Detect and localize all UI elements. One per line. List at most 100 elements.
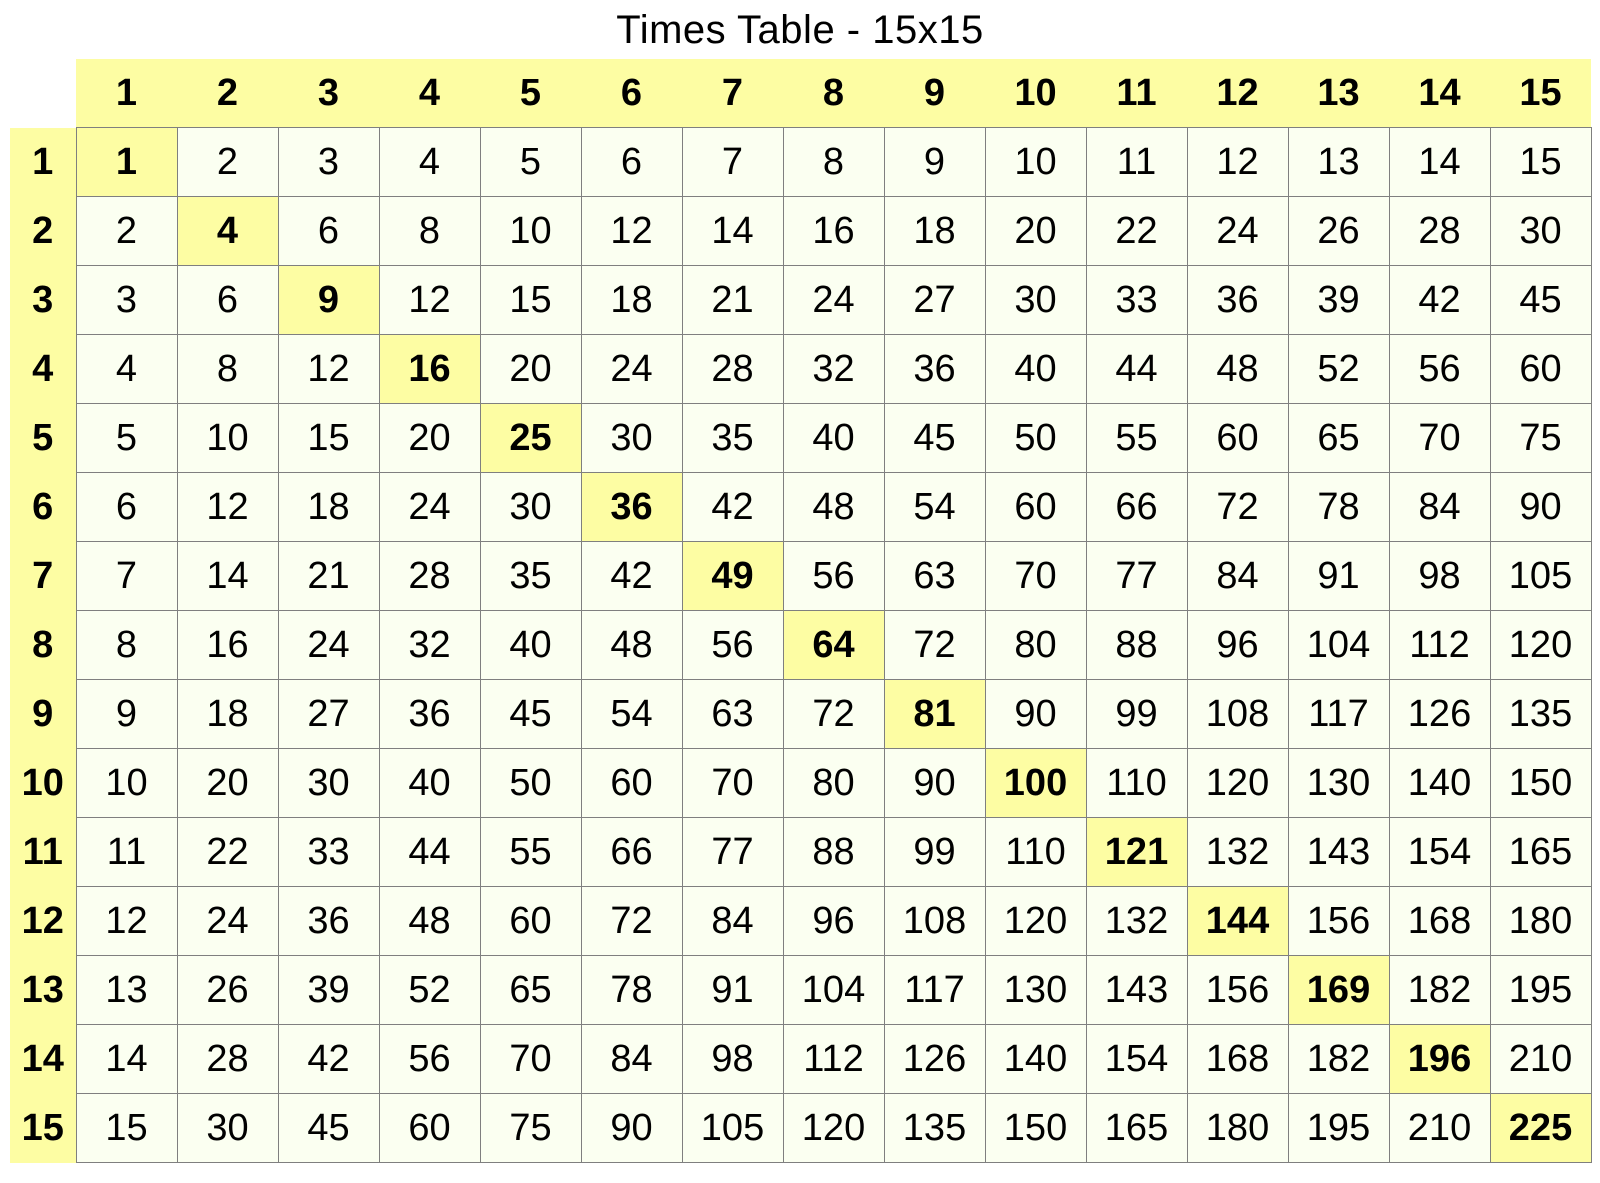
data-cell: 63	[682, 680, 783, 749]
data-cell: 16	[783, 197, 884, 266]
data-cell: 99	[1086, 680, 1187, 749]
data-cell: 24	[379, 473, 480, 542]
data-cell: 30	[581, 404, 682, 473]
table-row: 121224364860728496108120132144156168180	[10, 887, 1591, 956]
column-header: 9	[884, 59, 985, 128]
data-cell: 30	[1490, 197, 1591, 266]
data-cell: 26	[177, 956, 278, 1025]
diagonal-cell: 49	[682, 542, 783, 611]
column-header: 8	[783, 59, 884, 128]
data-cell: 50	[480, 749, 581, 818]
data-cell: 165	[1086, 1094, 1187, 1163]
data-cell: 60	[1490, 335, 1591, 404]
data-cell: 84	[682, 887, 783, 956]
data-cell: 96	[783, 887, 884, 956]
data-cell: 120	[783, 1094, 884, 1163]
table-row: 11112233445566778899110121132143154165	[10, 818, 1591, 887]
data-cell: 10	[985, 128, 1086, 197]
data-cell: 80	[783, 749, 884, 818]
data-cell: 91	[1288, 542, 1389, 611]
column-header: 14	[1389, 59, 1490, 128]
row-header: 14	[10, 1025, 76, 1094]
row-header: 10	[10, 749, 76, 818]
data-cell: 210	[1490, 1025, 1591, 1094]
data-cell: 90	[1490, 473, 1591, 542]
column-header: 11	[1086, 59, 1187, 128]
data-cell: 195	[1490, 956, 1591, 1025]
data-cell: 12	[278, 335, 379, 404]
data-cell: 66	[1086, 473, 1187, 542]
data-cell: 56	[1389, 335, 1490, 404]
page-title: Times Table - 15x15	[10, 8, 1590, 53]
data-cell: 42	[278, 1025, 379, 1094]
data-cell: 40	[379, 749, 480, 818]
data-cell: 3	[278, 128, 379, 197]
data-cell: 8	[783, 128, 884, 197]
data-cell: 3	[76, 266, 177, 335]
data-cell: 2	[76, 197, 177, 266]
data-cell: 33	[1086, 266, 1187, 335]
diagonal-cell: 36	[581, 473, 682, 542]
data-cell: 182	[1389, 956, 1490, 1025]
data-cell: 75	[480, 1094, 581, 1163]
diagonal-cell: 9	[278, 266, 379, 335]
times-table-container: Times Table - 15x15 12345678910111213141…	[0, 0, 1600, 1183]
data-cell: 6	[76, 473, 177, 542]
data-cell: 45	[278, 1094, 379, 1163]
data-cell: 6	[581, 128, 682, 197]
data-cell: 27	[278, 680, 379, 749]
column-header: 15	[1490, 59, 1591, 128]
data-cell: 28	[682, 335, 783, 404]
data-cell: 70	[682, 749, 783, 818]
data-cell: 168	[1187, 1025, 1288, 1094]
diagonal-cell: 1	[76, 128, 177, 197]
data-cell: 14	[1389, 128, 1490, 197]
data-cell: 24	[581, 335, 682, 404]
data-cell: 40	[480, 611, 581, 680]
table-row: 9918273645546372819099108117126135	[10, 680, 1591, 749]
data-cell: 10	[480, 197, 581, 266]
data-cell: 48	[1187, 335, 1288, 404]
column-header: 4	[379, 59, 480, 128]
data-cell: 12	[581, 197, 682, 266]
table-row: 881624324048566472808896104112120	[10, 611, 1591, 680]
data-cell: 54	[884, 473, 985, 542]
data-cell: 130	[985, 956, 1086, 1025]
data-cell: 90	[985, 680, 1086, 749]
data-cell: 20	[379, 404, 480, 473]
column-header: 13	[1288, 59, 1389, 128]
data-cell: 104	[783, 956, 884, 1025]
diagonal-cell: 100	[985, 749, 1086, 818]
table-row: 10102030405060708090100110120130140150	[10, 749, 1591, 818]
data-cell: 126	[884, 1025, 985, 1094]
row-header: 11	[10, 818, 76, 887]
column-header: 10	[985, 59, 1086, 128]
data-cell: 84	[1389, 473, 1490, 542]
data-cell: 91	[682, 956, 783, 1025]
data-cell: 135	[1490, 680, 1591, 749]
table-row: 661218243036424854606672788490	[10, 473, 1591, 542]
data-cell: 11	[1086, 128, 1187, 197]
data-cell: 45	[1490, 266, 1591, 335]
data-cell: 4	[379, 128, 480, 197]
data-cell: 8	[177, 335, 278, 404]
data-cell: 48	[783, 473, 884, 542]
data-cell: 75	[1490, 404, 1591, 473]
data-cell: 117	[1288, 680, 1389, 749]
data-cell: 60	[379, 1094, 480, 1163]
diagonal-cell: 25	[480, 404, 581, 473]
data-cell: 28	[379, 542, 480, 611]
data-cell: 35	[682, 404, 783, 473]
row-header: 1	[10, 128, 76, 197]
data-cell: 56	[682, 611, 783, 680]
data-cell: 5	[480, 128, 581, 197]
data-cell: 99	[884, 818, 985, 887]
diagonal-cell: 4	[177, 197, 278, 266]
data-cell: 48	[581, 611, 682, 680]
data-cell: 6	[278, 197, 379, 266]
diagonal-cell: 81	[884, 680, 985, 749]
data-cell: 150	[1490, 749, 1591, 818]
data-cell: 90	[884, 749, 985, 818]
data-cell: 24	[177, 887, 278, 956]
data-cell: 60	[480, 887, 581, 956]
